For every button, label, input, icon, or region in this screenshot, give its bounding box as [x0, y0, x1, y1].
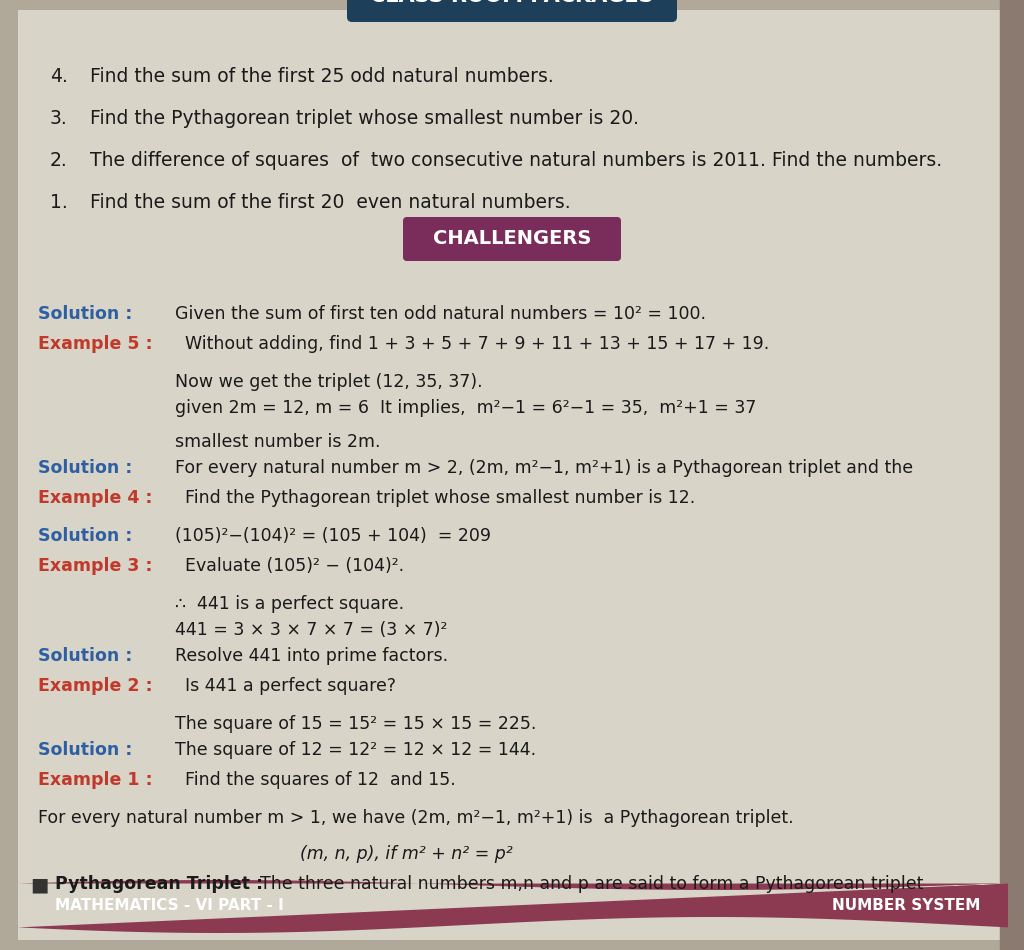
Text: MATHEMATICS - VI PART - I: MATHEMATICS - VI PART - I	[55, 898, 284, 913]
Text: 3.: 3.	[50, 109, 68, 128]
FancyBboxPatch shape	[403, 217, 621, 261]
Text: Example 1 :: Example 1 :	[38, 771, 153, 789]
Text: Without adding, find 1 + 3 + 5 + 7 + 9 + 11 + 13 + 15 + 17 + 19.: Without adding, find 1 + 3 + 5 + 7 + 9 +…	[185, 335, 769, 353]
Text: CHALLENGERS: CHALLENGERS	[433, 230, 591, 249]
Text: ■: ■	[30, 875, 48, 894]
Text: Find the Pythagorean triplet whose smallest number is 20.: Find the Pythagorean triplet whose small…	[90, 109, 639, 128]
Text: The three natural numbers m,n and p are said to form a Pythagorean triplet: The three natural numbers m,n and p are …	[260, 875, 924, 893]
Text: Given the sum of first ten odd natural numbers = 10² = 100.: Given the sum of first ten odd natural n…	[175, 305, 706, 323]
Text: Is 441 a perfect square?: Is 441 a perfect square?	[185, 677, 396, 695]
FancyBboxPatch shape	[18, 10, 1008, 940]
Text: Example 2 :: Example 2 :	[38, 677, 153, 695]
Text: smallest number is 2m.: smallest number is 2m.	[175, 433, 381, 451]
Polygon shape	[18, 880, 1008, 933]
Text: Example 5 :: Example 5 :	[38, 335, 153, 353]
Text: (m, n, p), if m² + n² = p²: (m, n, p), if m² + n² = p²	[300, 845, 513, 863]
Text: Example 3 :: Example 3 :	[38, 557, 153, 575]
Text: Evaluate (105)² − (104)².: Evaluate (105)² − (104)².	[185, 557, 404, 575]
Text: Find the sum of the first 20  even natural numbers.: Find the sum of the first 20 even natura…	[90, 193, 570, 212]
Text: Resolve 441 into prime factors.: Resolve 441 into prime factors.	[175, 647, 449, 665]
Bar	[1000, 0, 1024, 950]
FancyBboxPatch shape	[347, 0, 677, 22]
Text: For every natural number m > 2, (2m, m²−1, m²+1) is a Pythagorean triplet and th: For every natural number m > 2, (2m, m²−…	[175, 459, 913, 477]
Text: 4.: 4.	[50, 67, 68, 86]
Text: 441 = 3 × 3 × 7 × 7 = (3 × 7)²: 441 = 3 × 3 × 7 × 7 = (3 × 7)²	[175, 621, 447, 639]
Text: 2.: 2.	[50, 151, 68, 170]
Text: Solution :: Solution :	[38, 647, 132, 665]
Text: NUMBER SYSTEM: NUMBER SYSTEM	[831, 898, 980, 913]
Text: Now we get the triplet (12, 35, 37).: Now we get the triplet (12, 35, 37).	[175, 373, 482, 391]
Text: Find the squares of 12  and 15.: Find the squares of 12 and 15.	[185, 771, 456, 789]
Text: 1.: 1.	[50, 193, 68, 212]
Text: Solution :: Solution :	[38, 305, 132, 323]
Text: ∴  441 is a perfect square.: ∴ 441 is a perfect square.	[175, 595, 404, 613]
Text: Solution :: Solution :	[38, 741, 132, 759]
Text: Solution :: Solution :	[38, 527, 132, 545]
Text: For every natural number m > 1, we have (2m, m²−1, m²+1) is  a Pythagorean tripl: For every natural number m > 1, we have …	[38, 809, 794, 827]
Text: Pythagorean Triplet :: Pythagorean Triplet :	[55, 875, 263, 893]
Text: Example 4 :: Example 4 :	[38, 489, 153, 507]
Text: The difference of squares  of  two consecutive natural numbers is 2011. Find the: The difference of squares of two consecu…	[90, 151, 942, 170]
Text: Find the sum of the first 25 odd natural numbers.: Find the sum of the first 25 odd natural…	[90, 67, 554, 86]
Text: The square of 12 = 12² = 12 × 12 = 144.: The square of 12 = 12² = 12 × 12 = 144.	[175, 741, 537, 759]
Text: CLASS ROOM PACKAGES: CLASS ROOM PACKAGES	[371, 0, 653, 6]
Text: given 2m = 12, m = 6  It implies,  m²−1 = 6²−1 = 35,  m²+1 = 37: given 2m = 12, m = 6 It implies, m²−1 = …	[175, 399, 757, 417]
Text: Find the Pythagorean triplet whose smallest number is 12.: Find the Pythagorean triplet whose small…	[185, 489, 695, 507]
Text: Solution :: Solution :	[38, 459, 132, 477]
Text: (105)²−(104)² = (105 + 104)  = 209: (105)²−(104)² = (105 + 104) = 209	[175, 527, 490, 545]
Text: The square of 15 = 15² = 15 × 15 = 225.: The square of 15 = 15² = 15 × 15 = 225.	[175, 715, 537, 733]
